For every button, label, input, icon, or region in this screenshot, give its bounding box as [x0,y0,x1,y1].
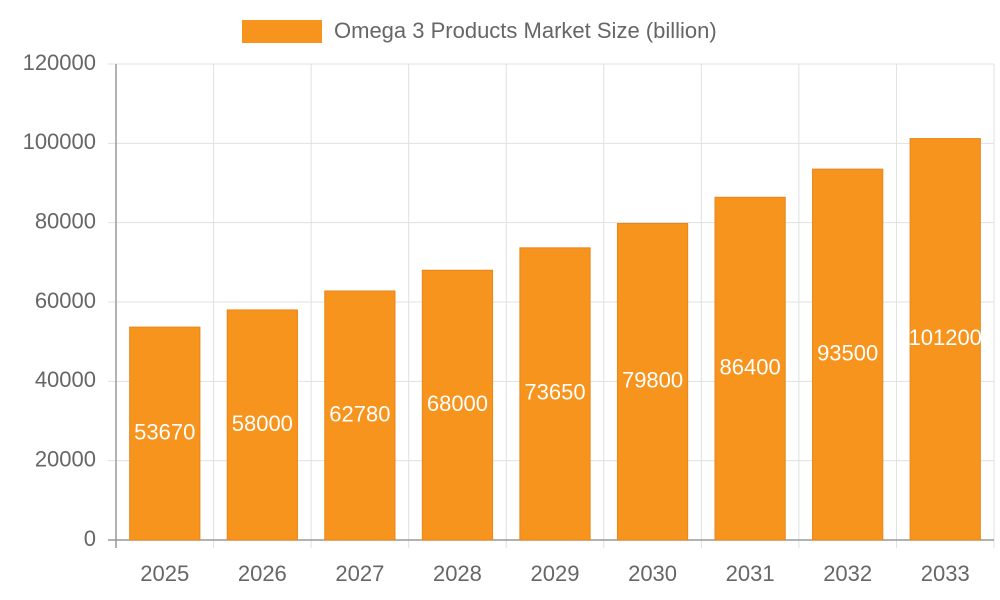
y-tick-label: 80000 [35,208,96,233]
x-tick-label: 2032 [823,561,872,586]
bar [129,326,201,541]
y-tick-label: 0 [84,526,96,551]
bar [616,222,689,541]
x-tick-label: 2025 [140,561,189,586]
x-tick-label: 2031 [726,561,775,586]
data-label: 73650 [524,380,585,405]
legend-label: Omega 3 Products Market Size (billion) [334,18,717,43]
y-tick-label: 120000 [23,50,96,75]
x-tick-label: 2033 [921,561,970,586]
bar [909,138,981,541]
data-label: 86400 [720,354,781,379]
data-label: 101200 [909,325,982,350]
x-tick-label: 2029 [531,561,580,586]
bar [714,196,786,541]
bar [226,309,298,541]
data-label: 79800 [622,368,683,393]
bar [812,168,884,541]
y-tick-label: 100000 [23,129,96,154]
data-label: 58000 [232,411,293,436]
bar [421,269,494,541]
bar [324,290,396,541]
x-tick-label: 2027 [335,561,384,586]
data-label: 62780 [329,401,390,426]
y-tick-label: 60000 [35,288,96,313]
data-label: 53670 [134,419,195,444]
x-tick-label: 2026 [238,561,287,586]
data-label: 93500 [817,340,878,365]
y-tick-label: 20000 [35,446,96,471]
bar [519,247,591,541]
x-tick-label: 2030 [628,561,677,586]
x-tick-label: 2028 [433,561,482,586]
legend-swatch [242,20,322,43]
data-label: 68000 [427,391,488,416]
y-tick-label: 40000 [35,367,96,392]
